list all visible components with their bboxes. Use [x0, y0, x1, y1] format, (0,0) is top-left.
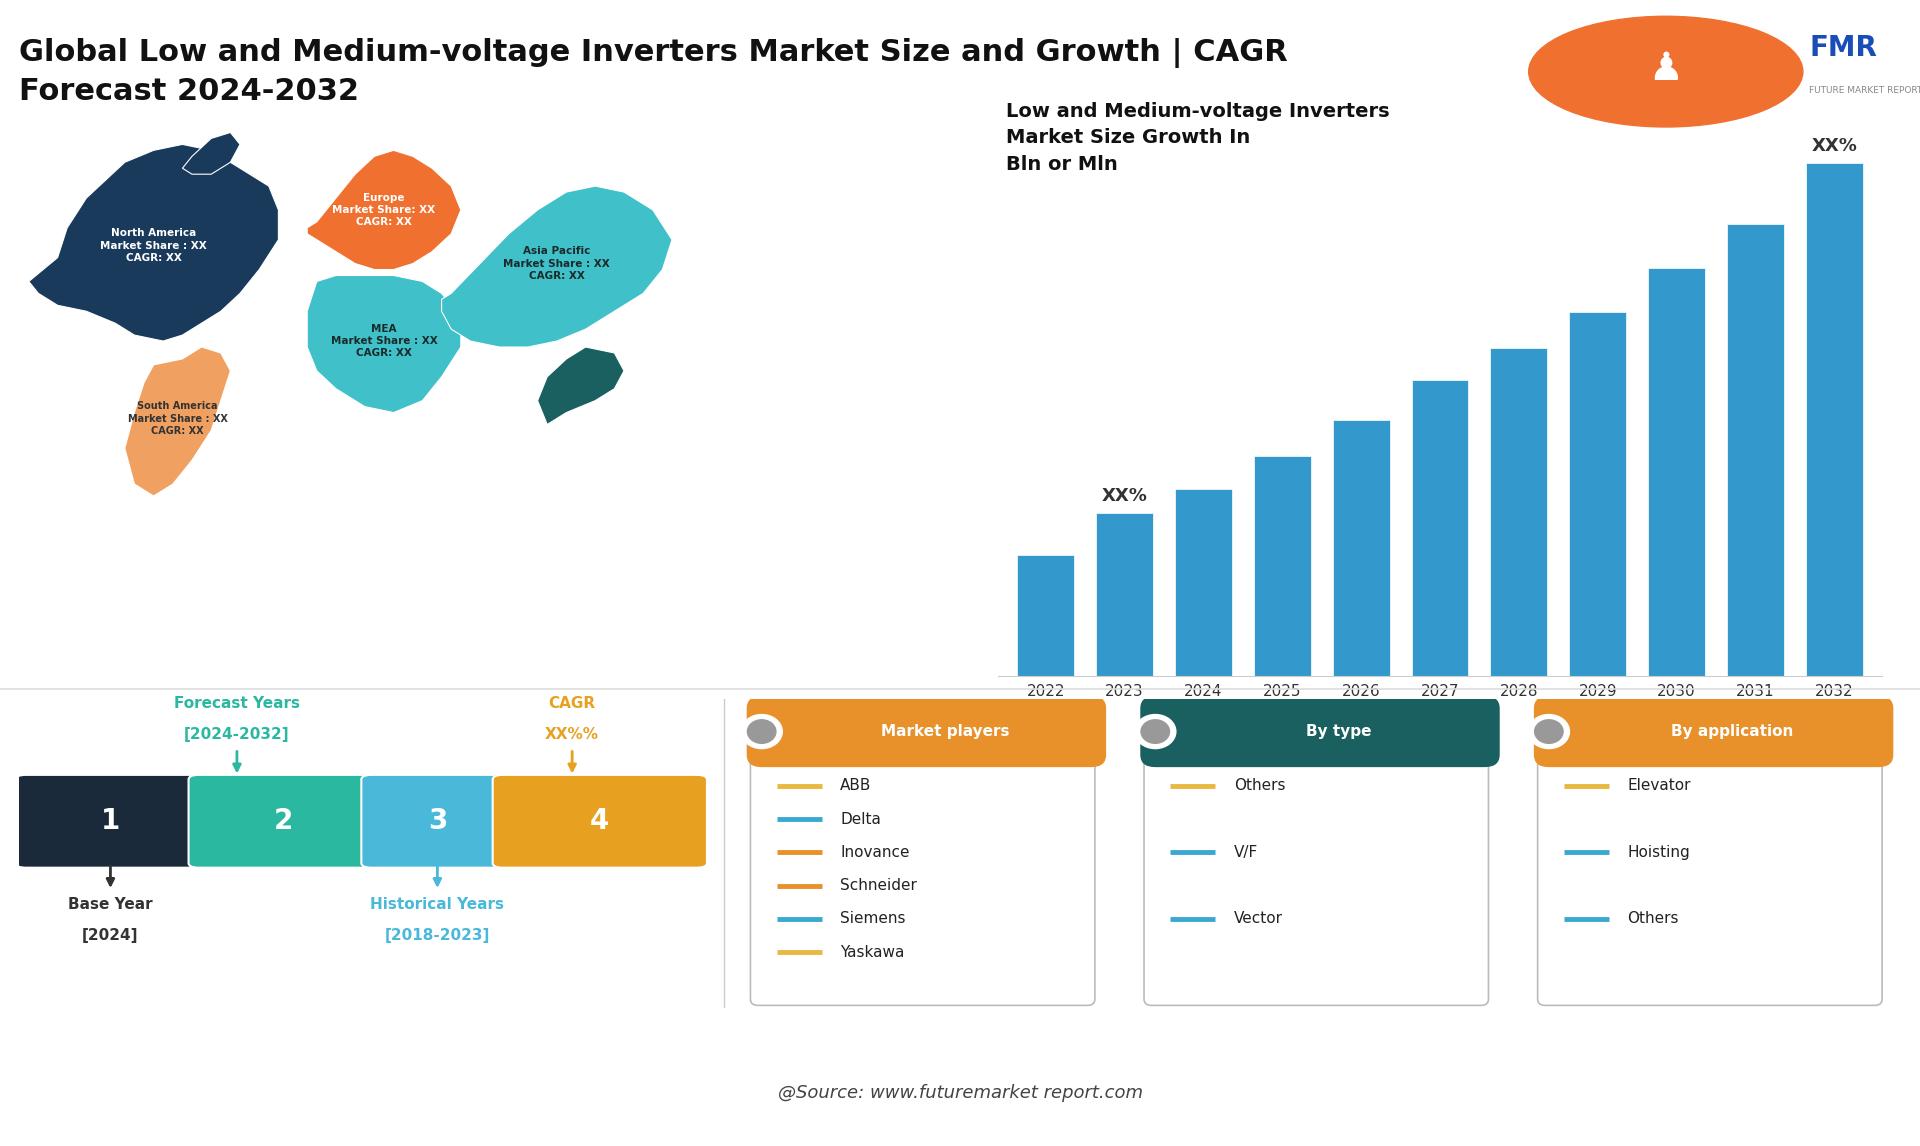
Bar — [1332, 421, 1390, 676]
Circle shape — [1528, 715, 1569, 748]
Text: Historical Years: Historical Years — [371, 897, 505, 912]
Text: @Source: www.futuremarket report.com: @Source: www.futuremarket report.com — [778, 1084, 1142, 1102]
Text: Elevator: Elevator — [1628, 778, 1692, 793]
Text: North America
Market Share : XX
CAGR: XX: North America Market Share : XX CAGR: XX — [100, 228, 207, 264]
Text: 2: 2 — [275, 807, 294, 835]
Polygon shape — [29, 144, 278, 342]
Bar — [1807, 163, 1862, 676]
Circle shape — [1140, 720, 1169, 744]
Polygon shape — [442, 186, 672, 347]
Bar — [1490, 348, 1548, 676]
Text: Global Low and Medium-voltage Inverters Market Size and Growth | CAGR
Forecast 2: Global Low and Medium-voltage Inverters … — [19, 38, 1288, 105]
Text: CAGR: CAGR — [549, 697, 595, 712]
Bar — [1411, 380, 1469, 676]
Text: MEA
Market Share : XX
CAGR: XX: MEA Market Share : XX CAGR: XX — [330, 323, 438, 359]
FancyBboxPatch shape — [1534, 696, 1893, 767]
Bar — [1728, 223, 1784, 676]
Text: Forecast Years: Forecast Years — [175, 697, 300, 712]
Circle shape — [1135, 715, 1175, 748]
Text: Delta: Delta — [841, 811, 881, 826]
Text: Market players: Market players — [881, 724, 1010, 739]
Polygon shape — [125, 347, 230, 496]
Bar — [1096, 513, 1152, 676]
Bar — [1018, 556, 1073, 676]
Polygon shape — [307, 150, 461, 269]
Text: Yaskawa: Yaskawa — [841, 944, 904, 959]
Circle shape — [741, 715, 781, 748]
Text: 3: 3 — [428, 807, 447, 835]
Bar — [1569, 312, 1626, 676]
Text: ♟: ♟ — [1649, 50, 1684, 88]
FancyBboxPatch shape — [361, 775, 513, 868]
FancyBboxPatch shape — [15, 775, 205, 868]
FancyBboxPatch shape — [188, 775, 378, 868]
Text: Schneider: Schneider — [841, 878, 918, 893]
Text: 1: 1 — [102, 807, 121, 835]
Text: XX%: XX% — [1811, 138, 1857, 155]
Text: V/F: V/F — [1235, 845, 1258, 860]
Polygon shape — [182, 133, 240, 174]
Text: Europe
Market Share: XX
CAGR: XX: Europe Market Share: XX CAGR: XX — [332, 193, 436, 227]
Text: [2024-2032]: [2024-2032] — [184, 728, 290, 743]
Text: Asia Pacific
Market Share : XX
CAGR: XX: Asia Pacific Market Share : XX CAGR: XX — [503, 246, 611, 281]
Text: FMR: FMR — [1809, 34, 1878, 62]
Text: ABB: ABB — [841, 778, 872, 793]
Text: Others: Others — [1628, 911, 1678, 926]
Text: By application: By application — [1670, 724, 1793, 739]
Circle shape — [747, 720, 776, 744]
Text: Hoisting: Hoisting — [1628, 845, 1690, 860]
Text: XX%: XX% — [1102, 487, 1148, 505]
Text: By type: By type — [1306, 724, 1371, 739]
FancyBboxPatch shape — [747, 696, 1106, 767]
Text: Vector: Vector — [1235, 911, 1283, 926]
FancyBboxPatch shape — [1140, 696, 1500, 767]
Text: [2024]: [2024] — [83, 928, 138, 943]
Polygon shape — [538, 347, 624, 424]
Text: Siemens: Siemens — [841, 911, 906, 926]
Text: Low and Medium-voltage Inverters
Market Size Growth In
Bln or Mln: Low and Medium-voltage Inverters Market … — [1006, 102, 1390, 173]
Text: [2018-2023]: [2018-2023] — [384, 928, 490, 943]
Circle shape — [1534, 720, 1563, 744]
Bar — [1647, 268, 1705, 676]
Polygon shape — [307, 275, 461, 413]
Circle shape — [1528, 16, 1803, 127]
Bar — [1175, 489, 1233, 676]
Text: FUTURE MARKET REPORT: FUTURE MARKET REPORT — [1809, 86, 1920, 95]
Text: Base Year: Base Year — [67, 897, 154, 912]
Text: XX%%: XX%% — [545, 728, 599, 743]
Text: 4: 4 — [589, 807, 609, 835]
Text: South America
Market Share : XX
CAGR: XX: South America Market Share : XX CAGR: XX — [127, 401, 228, 435]
Bar — [1254, 456, 1311, 676]
Text: Inovance: Inovance — [841, 845, 910, 860]
FancyBboxPatch shape — [493, 775, 707, 868]
Text: Others: Others — [1235, 778, 1284, 793]
